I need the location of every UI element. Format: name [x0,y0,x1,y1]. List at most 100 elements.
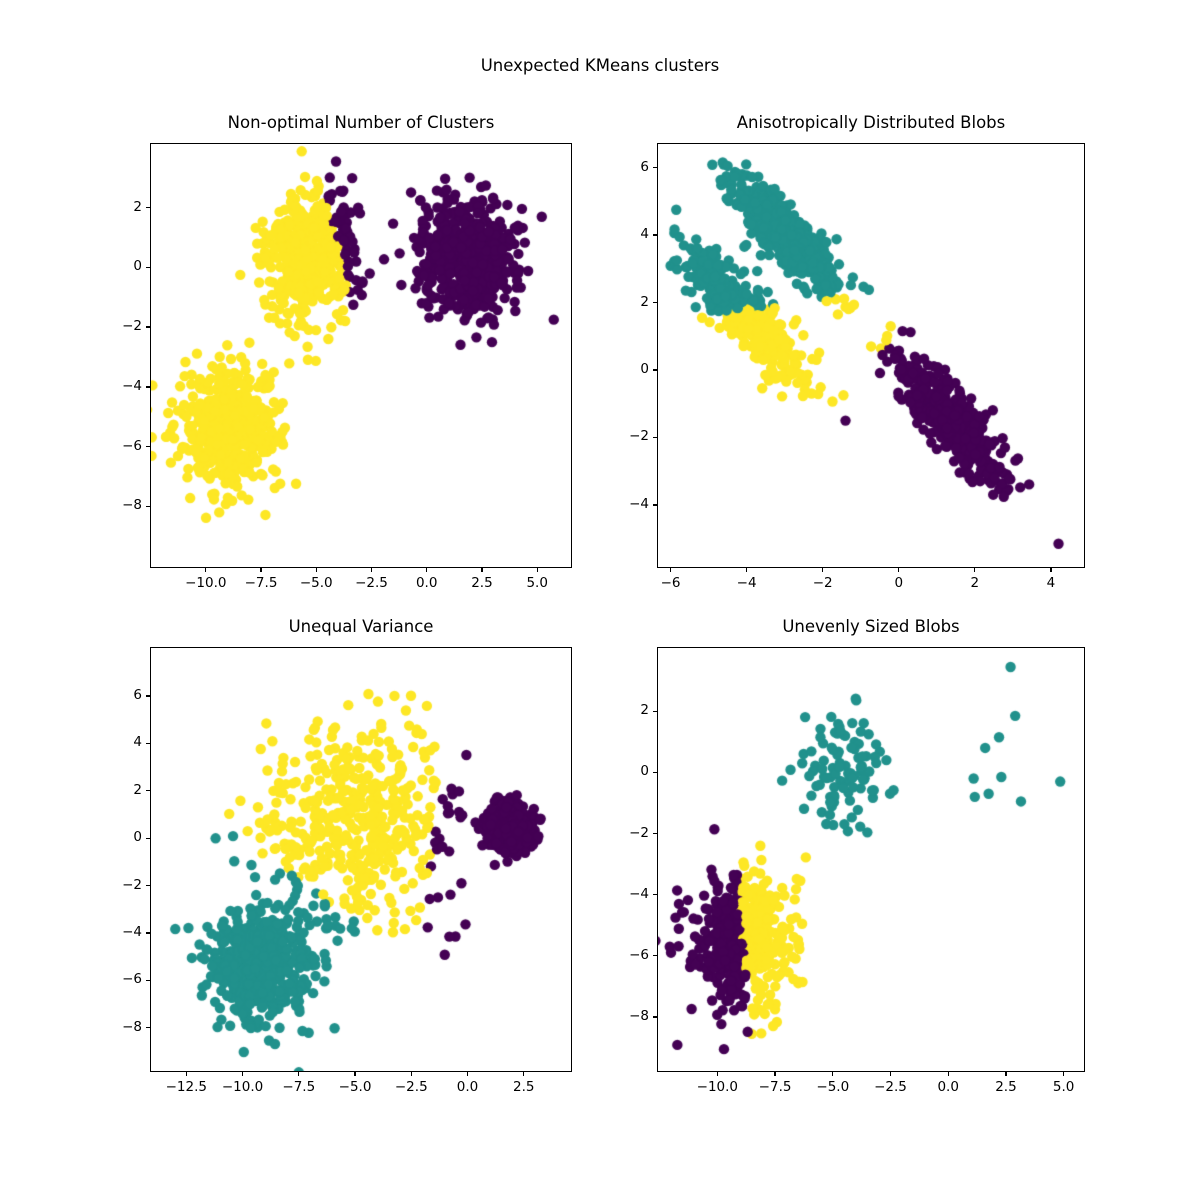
y-tick [653,504,658,506]
y-tick-label: −8 [629,1007,649,1024]
x-tick-label: 0 [894,575,904,591]
x-tick-label: 2.5 [995,1079,1017,1095]
y-tick-label: 2 [133,198,142,215]
x-tick [410,1071,412,1076]
y-tick [146,445,151,448]
y-tick [653,436,658,439]
x-tick-label: −2.5 [874,1079,907,1095]
x-tick [298,1071,300,1076]
y-tick-label: 2 [640,293,649,310]
x-tick-label: −2.5 [394,1079,428,1095]
y-tick [146,932,151,934]
x-tick [1050,567,1052,572]
x-tick [241,1071,244,1076]
y-tick [146,884,151,887]
y-tick [146,790,151,792]
x-tick-label: 2.5 [513,1079,535,1095]
y-tick [653,710,658,712]
y-tick-label: 4 [133,734,142,751]
x-tick-label: −7.5 [244,575,278,591]
y-tick [146,266,151,269]
y-tick-label: −4 [629,885,649,902]
y-tick-label: −6 [629,946,649,963]
y-tick [146,505,151,507]
figure-title: Unexpected KMeans clusters [480,56,720,75]
y-tick [146,695,151,697]
x-tick [716,1071,718,1076]
scatter-canvas [658,144,1084,567]
y-tick-label: −6 [122,971,142,988]
y-tick [653,166,658,169]
y-tick [146,979,151,981]
y-tick-label: −2 [122,318,142,335]
y-tick-label: −2 [122,876,142,893]
x-tick-label: −7.5 [758,1079,792,1095]
y-tick [146,837,151,839]
subplot-unevenly-sized-blobs: Unevenly Sized Blobs −10.0 −7.5 −5.0 −2.5 0.… [629,617,1085,1095]
x-tick-label: 4 [1046,575,1056,591]
x-tick-label: 2.5 [471,575,493,591]
y-tick [146,386,151,388]
x-tick [822,567,824,572]
y-tick-label: −4 [122,377,142,394]
y-tick-label: 6 [640,158,649,175]
x-tick-label: −2 [812,575,833,591]
y-tick [653,832,658,835]
x-tick-label: −4 [736,575,757,591]
y-tick-label: 0 [133,829,142,846]
y-tick [146,1027,151,1029]
y-tick-label: −6 [122,437,142,454]
y-tick-label: 0 [640,763,649,780]
y-tick [653,369,658,371]
x-tick-label: −5.0 [338,1079,372,1095]
x-tick-label: −10.0 [696,1079,739,1095]
x-tick-label: −5.0 [816,1079,850,1095]
x-tick [1063,1071,1065,1076]
x-tick [466,1071,469,1076]
x-tick-label: 0.0 [937,1079,959,1095]
y-tick-label: −2 [629,824,649,841]
y-tick [653,771,658,774]
y-tick [146,326,151,328]
x-tick [1005,1071,1007,1076]
x-tick [947,1071,949,1076]
x-tick-label: −10.0 [221,1079,264,1095]
x-tick [185,1071,187,1076]
y-tick-label: 4 [640,226,649,243]
y-tick [653,234,658,236]
y-tick [146,742,151,745]
x-tick [536,567,538,572]
y-tick [653,1016,658,1018]
x-tick [260,567,262,572]
subplot-title: Non-optimal Number of Clusters [227,113,495,132]
x-tick [370,567,373,572]
scatter-canvas [151,144,571,567]
scatter-canvas [658,648,1084,1071]
scatter-canvas [151,648,571,1071]
x-tick-label: −6 [660,575,681,591]
x-tick-label: −2.5 [355,575,388,591]
y-tick [653,301,658,304]
subplot-title: Unevenly Sized Blobs [782,617,960,636]
y-tick-label: 0 [133,258,142,275]
y-tick-label: 2 [640,702,649,719]
x-tick [669,567,672,572]
x-tick-label: 2 [970,575,980,591]
x-tick [898,567,900,572]
x-tick-label: −10.0 [185,575,227,591]
y-tick-label: −4 [122,923,142,940]
y-tick [146,206,151,209]
subplot-title: Unequal Variance [288,617,434,636]
x-tick [745,567,748,572]
x-tick-label: 5.0 [526,575,548,591]
x-tick [774,1071,776,1076]
y-tick-label: −4 [629,495,649,512]
x-tick-label: −5.0 [299,575,333,591]
x-tick [523,1071,525,1076]
x-tick [974,567,976,572]
y-tick-label: 2 [133,781,142,798]
y-tick-label: −8 [122,497,142,514]
x-tick-label: −12.5 [165,1079,207,1095]
y-tick [653,955,658,957]
